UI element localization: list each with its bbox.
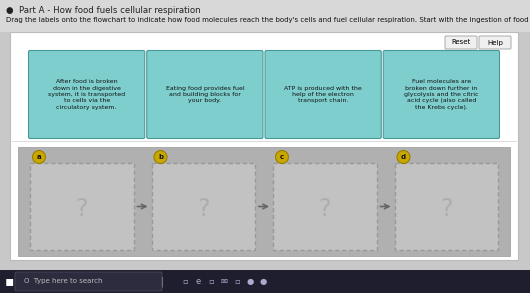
Bar (18, 147, 510, 256)
Circle shape (32, 151, 46, 163)
Text: Help: Help (487, 40, 503, 45)
Text: ?: ? (75, 197, 88, 221)
Text: ▪: ▪ (5, 275, 14, 289)
Text: ●: ● (246, 277, 254, 286)
Bar (0, 270, 530, 293)
Text: Drag the labels onto the flowchart to indicate how food molecules reach the body: Drag the labels onto the flowchart to in… (6, 17, 530, 23)
Text: Reset: Reset (452, 40, 471, 45)
Text: ▫: ▫ (182, 277, 188, 286)
Text: ?: ? (319, 197, 331, 221)
Text: e: e (196, 277, 201, 286)
Text: After food is broken
down in the digestive
system, it is transported
to cells vi: After food is broken down in the digesti… (48, 79, 125, 110)
Bar (152, 163, 255, 250)
Text: ▫: ▫ (208, 277, 214, 286)
Text: ATP is produced with the
help of the electron
transport chain.: ATP is produced with the help of the ele… (284, 86, 362, 103)
Text: b: b (158, 154, 163, 160)
Text: ●: ● (259, 277, 267, 286)
FancyBboxPatch shape (147, 50, 263, 139)
Bar (0, 0, 530, 32)
Text: Eating food provides fuel
and building blocks for
your body.: Eating food provides fuel and building b… (165, 86, 244, 103)
Text: ●  Part A - How food fuels cellular respiration: ● Part A - How food fuels cellular respi… (6, 6, 201, 15)
Bar (394, 163, 498, 250)
Text: Fuel molecules are
broken down further in
glycolysis and the citric
acid cycle (: Fuel molecules are broken down further i… (404, 79, 479, 110)
Text: ?: ? (440, 197, 453, 221)
Bar (273, 163, 376, 250)
Text: ▫: ▫ (234, 277, 240, 286)
Bar (10, 32, 518, 260)
Text: O  Type here to search: O Type here to search (24, 279, 102, 285)
Circle shape (276, 151, 288, 163)
FancyBboxPatch shape (383, 50, 499, 139)
FancyBboxPatch shape (265, 50, 381, 139)
Text: ✉: ✉ (220, 277, 227, 286)
FancyBboxPatch shape (445, 36, 477, 49)
Text: |: | (161, 276, 164, 287)
Text: a: a (37, 154, 41, 160)
FancyBboxPatch shape (29, 50, 145, 139)
Bar (30, 163, 134, 250)
Text: c: c (280, 154, 284, 160)
FancyBboxPatch shape (479, 36, 511, 49)
Circle shape (397, 151, 410, 163)
Circle shape (154, 151, 167, 163)
Text: ?: ? (197, 197, 209, 221)
FancyBboxPatch shape (15, 272, 162, 291)
Text: d: d (401, 154, 406, 160)
